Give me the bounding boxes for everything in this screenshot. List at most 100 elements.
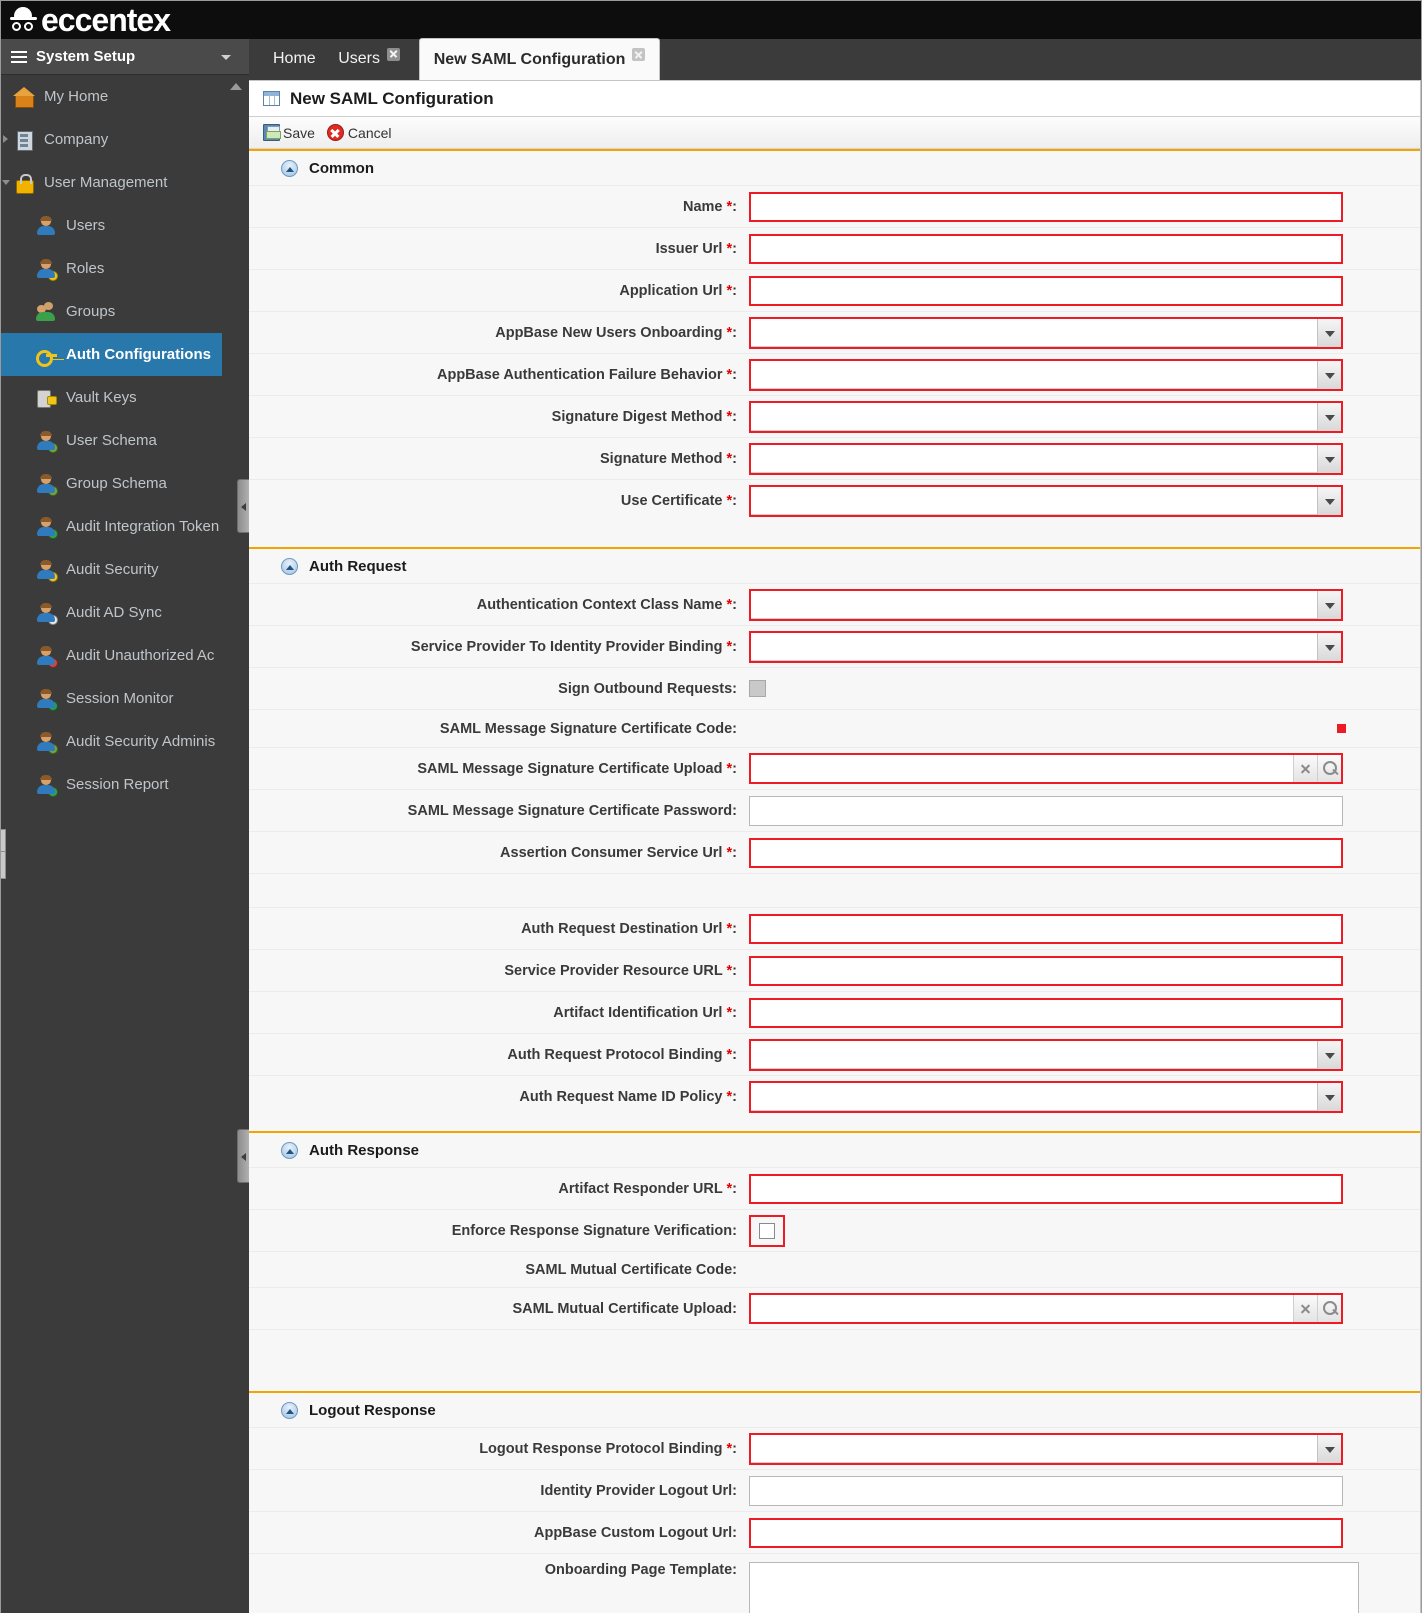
sidebar-item-session-report[interactable]: Session Report <box>1 763 249 806</box>
brand-logo[interactable]: eccentex <box>9 1 171 39</box>
save-button[interactable]: Save <box>263 124 315 141</box>
field-row-sp-to-idp-binding: Service Provider To Identity Provider Bi… <box>249 625 1420 667</box>
input-idp-logout-url[interactable] <box>749 1475 1343 1506</box>
sidebar-item-user-management[interactable]: User Management <box>1 161 249 204</box>
select-sp-to-idp-binding[interactable] <box>749 630 1343 663</box>
field-row-mutual-cert-code: SAML Mutual Certificate Code: <box>249 1251 1420 1287</box>
sidebar-item-group-schema[interactable]: Group Schema <box>1 462 249 505</box>
sidebar-item-audit-unauthorized-ac[interactable]: Audit Unauthorized Ac <box>1 634 249 677</box>
select-failure-behavior[interactable] <box>749 358 1343 391</box>
chevron-down-icon[interactable] <box>1317 486 1341 515</box>
sidebar-item-roles[interactable]: Roles <box>1 247 249 290</box>
vault-key-icon <box>35 387 57 409</box>
select-auth-context-class[interactable] <box>749 588 1343 621</box>
chevron-down-icon[interactable] <box>1317 632 1341 661</box>
tab-users[interactable]: Users <box>324 38 414 80</box>
sidebar-item-my-home[interactable]: My Home <box>1 75 249 118</box>
sidebar-item-audit-ad-sync[interactable]: Audit AD Sync <box>1 591 249 634</box>
sidebar-item-audit-integration-token[interactable]: Audit Integration Token <box>1 505 249 548</box>
sidebar-item-audit-security[interactable]: Audit Security <box>1 548 249 591</box>
select-name-id-policy[interactable] <box>749 1080 1343 1113</box>
select-signature-digest-method[interactable] <box>749 400 1343 433</box>
input-artifact-responder-url[interactable] <box>749 1173 1343 1204</box>
tab-home[interactable]: Home <box>259 38 330 80</box>
sidebar-scroll-up-icon[interactable] <box>230 83 242 90</box>
search-icon[interactable] <box>1317 755 1341 782</box>
tab-new-saml-configuration[interactable]: New SAML Configuration <box>418 38 661 80</box>
sidebar-item-label: Audit Security <box>66 560 159 578</box>
chevron-down-icon[interactable] <box>1317 402 1341 431</box>
auth-request-spacer <box>249 873 1420 907</box>
section-auth-request-header[interactable]: Auth Request <box>249 549 1420 583</box>
required-marker: * <box>726 198 733 215</box>
sidebar-item-label: User Schema <box>66 431 157 449</box>
section-common-header[interactable]: Common <box>249 151 1420 185</box>
chevron-down-icon[interactable] <box>221 55 231 60</box>
chevron-down-icon[interactable] <box>2 180 10 189</box>
select-signature-method[interactable] <box>749 442 1343 475</box>
clear-icon[interactable] <box>1293 755 1317 782</box>
select-use-certificate[interactable] <box>749 484 1343 517</box>
collapse-toggle-icon[interactable] <box>281 1402 298 1419</box>
label-destination-url: Auth Request Destination Url *: <box>521 920 737 937</box>
clear-icon[interactable] <box>1293 1295 1317 1322</box>
sidebar-item-auth-configurations[interactable]: Auth Configurations <box>1 333 222 376</box>
hamburger-icon[interactable] <box>11 50 27 63</box>
chevron-down-icon[interactable] <box>1317 590 1341 619</box>
section-auth-response-header[interactable]: Auth Response <box>249 1133 1420 1167</box>
input-destination-url[interactable] <box>749 913 1343 944</box>
chevron-right-icon[interactable] <box>3 135 8 143</box>
sidebar-item-user-schema[interactable]: User Schema <box>1 419 249 462</box>
sidebar-item-users[interactable]: Users <box>1 204 249 247</box>
close-icon[interactable] <box>386 47 400 61</box>
input-issuer-url[interactable] <box>749 233 1343 264</box>
input-acs-url[interactable] <box>749 837 1343 868</box>
section-auth-response-bottom-gap <box>249 1329 1420 1391</box>
select-protocol-binding[interactable] <box>749 1038 1343 1071</box>
select-onboarding[interactable] <box>749 316 1343 349</box>
input-artifact-id-url[interactable] <box>749 997 1343 1028</box>
input-name[interactable] <box>749 191 1343 222</box>
tab-label: Home <box>273 50 316 67</box>
collapse-toggle-icon[interactable] <box>281 160 298 177</box>
label-cert-upload: SAML Message Signature Certificate Uploa… <box>417 760 737 777</box>
label-appbase-custom-logout-url: AppBase Custom Logout Url: <box>533 1524 737 1541</box>
label-auth-context-class: Authentication Context Class Name *: <box>476 596 737 613</box>
input-application-url[interactable] <box>749 275 1343 306</box>
sidebar-item-audit-security-adminis[interactable]: Audit Security Adminis <box>1 720 249 763</box>
checkbox-enforce-signature[interactable] <box>749 1214 785 1247</box>
select-logout-protocol-binding[interactable] <box>749 1432 1343 1465</box>
input-appbase-custom-logout-url[interactable] <box>749 1517 1343 1548</box>
sidebar-collapse-handle-top[interactable] <box>237 479 250 533</box>
chevron-down-icon[interactable] <box>1317 1082 1341 1111</box>
sidebar-header[interactable]: System Setup <box>1 39 249 75</box>
label-onboarding-page-template: Onboarding Page Template: <box>544 1562 737 1578</box>
collapse-toggle-icon[interactable] <box>281 1142 298 1159</box>
field-row-sign-outbound: Sign Outbound Requests: <box>249 667 1420 709</box>
chevron-down-icon[interactable] <box>1317 360 1341 389</box>
save-button-label: Save <box>283 124 315 141</box>
chevron-down-icon[interactable] <box>1317 1434 1341 1463</box>
input-cert-password[interactable] <box>749 795 1343 826</box>
label-name-id-policy: Auth Request Name ID Policy *: <box>519 1088 737 1105</box>
cancel-button[interactable]: Cancel <box>326 124 392 141</box>
sidebar-item-vault-keys[interactable]: Vault Keys <box>1 376 249 419</box>
upload-cert[interactable] <box>749 753 1343 784</box>
sidebar-item-groups[interactable]: Groups <box>1 290 249 333</box>
required-indicator-dot <box>1337 724 1346 733</box>
input-sp-resource-url[interactable] <box>749 955 1343 986</box>
chevron-down-icon[interactable] <box>1317 444 1341 473</box>
search-icon[interactable] <box>1317 1295 1341 1322</box>
chevron-down-icon[interactable] <box>1317 1040 1341 1069</box>
sidebar-item-company[interactable]: Company <box>1 118 249 161</box>
sidebar-collapse-handle-bottom[interactable] <box>237 1129 250 1183</box>
collapse-toggle-icon[interactable] <box>281 558 298 575</box>
section-logout-response-header[interactable]: Logout Response <box>249 1393 1420 1427</box>
upload-mutual-cert[interactable] <box>749 1293 1343 1324</box>
key-icon <box>35 344 57 367</box>
checkbox-sign-outbound[interactable] <box>749 680 766 697</box>
close-icon[interactable] <box>632 48 646 61</box>
textarea-onboarding-page-template[interactable] <box>749 1562 1359 1613</box>
sidebar-item-session-monitor[interactable]: Session Monitor <box>1 677 249 720</box>
chevron-down-icon[interactable] <box>1317 318 1341 347</box>
